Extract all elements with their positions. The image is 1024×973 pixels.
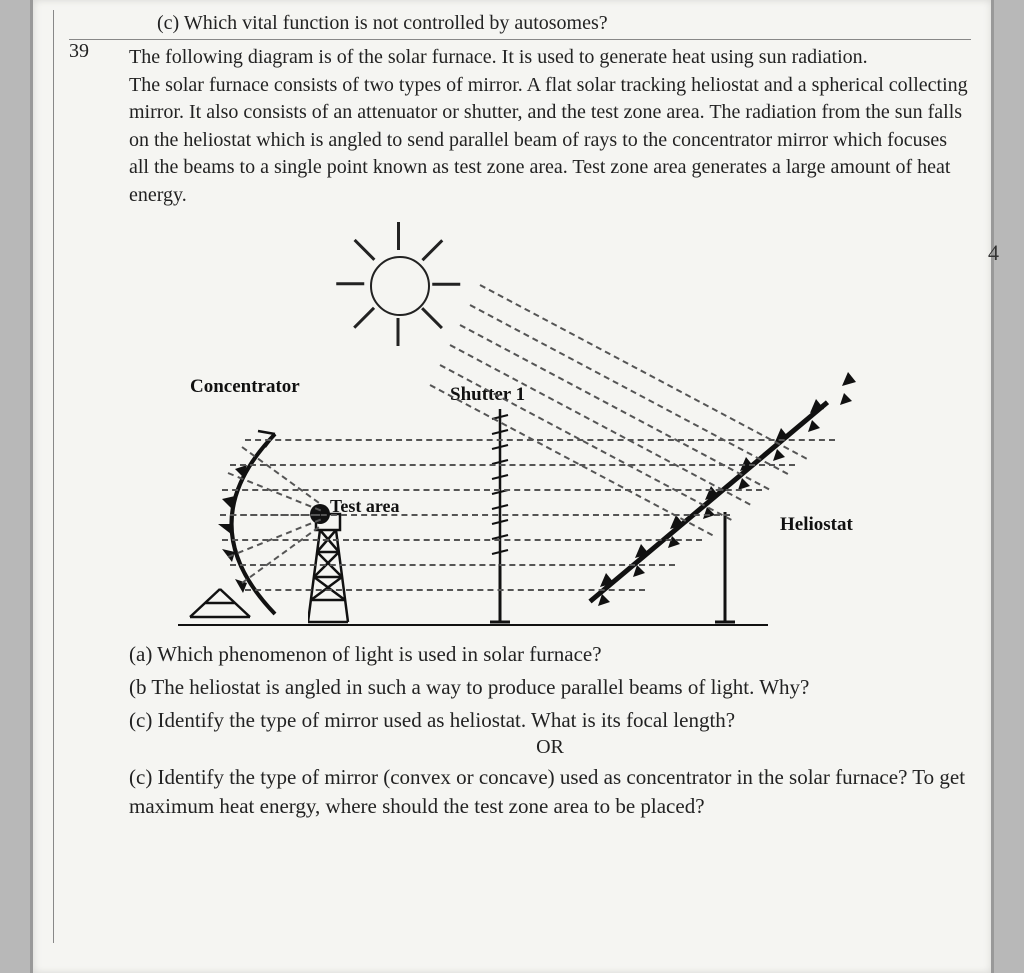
or-separator: OR bbox=[129, 736, 971, 759]
sun-ray bbox=[354, 307, 376, 329]
intro-para-2: The solar furnace consists of two types … bbox=[129, 72, 971, 210]
worksheet-page: 4 39 (c) Which vital function is not con… bbox=[30, 0, 994, 973]
heliostat-pole bbox=[715, 512, 735, 627]
sun-ray bbox=[432, 282, 460, 285]
solar-furnace-diagram: Concentrator Shutter 1 Test area Heliost… bbox=[170, 214, 930, 634]
heliostat-arrows bbox=[580, 334, 910, 614]
parallel-ray bbox=[230, 564, 675, 566]
sub-question-c2: (c) Identify the type of mirror (convex … bbox=[129, 763, 971, 821]
sun-ray bbox=[397, 222, 400, 250]
parallel-ray bbox=[245, 439, 835, 441]
prev-q-letter: (c) bbox=[157, 12, 179, 34]
sub-question-c1: (c) Identify the type of mirror used as … bbox=[129, 706, 971, 735]
parallel-ray bbox=[222, 539, 702, 541]
parallel-ray bbox=[230, 464, 795, 466]
prev-q-text: Which vital function is not controlled b… bbox=[184, 12, 608, 34]
sub-question-a: (a) Which phenomenon of light is used in… bbox=[129, 640, 971, 669]
sun-icon bbox=[370, 256, 430, 316]
question-content: (c) Which vital function is not controll… bbox=[129, 10, 971, 821]
page-inner: 4 39 (c) Which vital function is not con… bbox=[53, 10, 971, 943]
concentrator-label: Concentrator bbox=[190, 376, 300, 398]
sun-ray bbox=[354, 239, 376, 261]
sun-ray bbox=[421, 239, 443, 261]
ground-line bbox=[178, 624, 768, 626]
sun-ray bbox=[336, 282, 364, 285]
intro-para-1: The following diagram is of the solar fu… bbox=[129, 44, 971, 72]
previous-question-c: (c) Which vital function is not controll… bbox=[69, 10, 971, 40]
sun-ray bbox=[397, 318, 400, 346]
question-row: 39 (c) Which vital function is not contr… bbox=[69, 10, 971, 821]
sun-ray bbox=[421, 307, 443, 329]
focus-ray bbox=[220, 514, 320, 516]
marks-label: 4 bbox=[988, 240, 999, 266]
parallel-ray bbox=[245, 589, 645, 591]
sub-question-b: (b The heliostat is angled in such a way… bbox=[129, 673, 971, 702]
shutter-pole bbox=[490, 564, 510, 626]
